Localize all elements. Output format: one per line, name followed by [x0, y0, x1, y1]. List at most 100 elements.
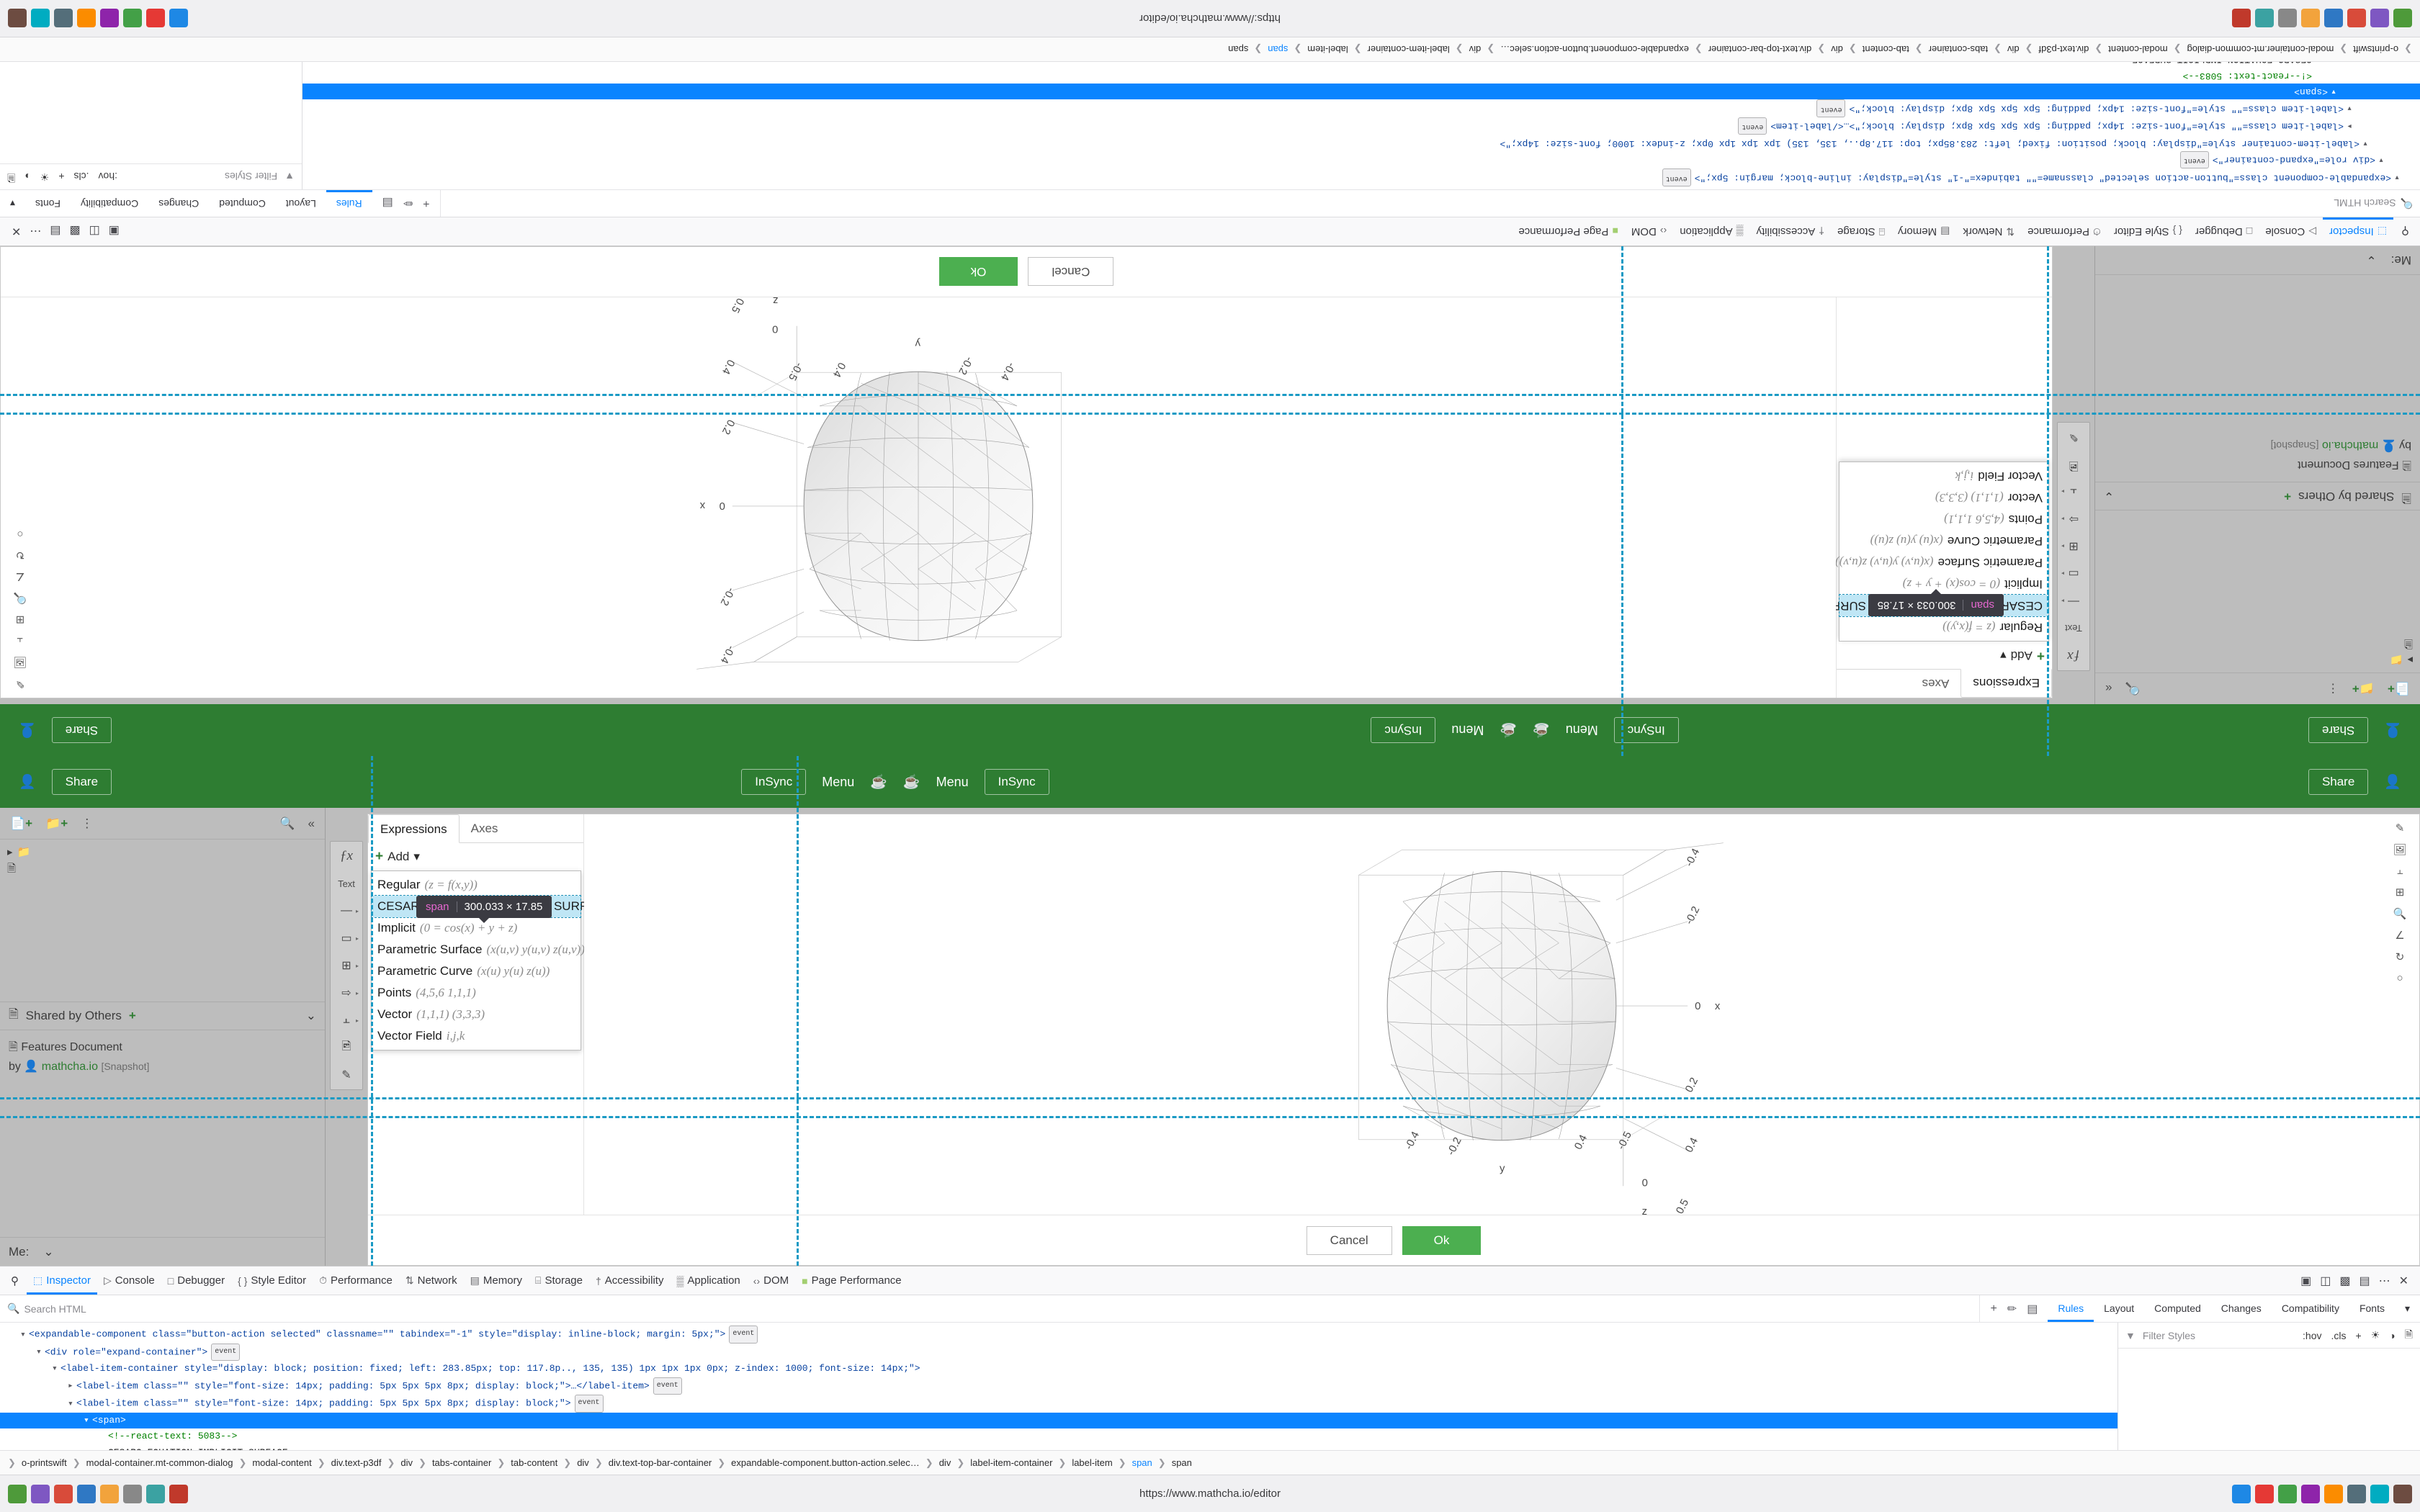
- breadcrumb-item[interactable]: o-printswift: [2353, 44, 2399, 55]
- angle-icon[interactable]: ∠: [2395, 930, 2405, 942]
- search-html-field[interactable]: 🔍 Search HTML: [0, 1295, 1981, 1322]
- extension-icon-10[interactable]: [2255, 1484, 2274, 1503]
- devtools-tab-style-editor[interactable]: { } Style Editor: [231, 1267, 313, 1295]
- expression-type-option[interactable]: Vector Field i,j,k: [1839, 465, 2048, 487]
- devtools-tab-application[interactable]: ▒ Application: [670, 1267, 746, 1295]
- shared-by-others-header[interactable]: 🗎 Shared by Others + ⌄: [0, 1001, 325, 1030]
- markup-line[interactable]: ▸<label-item class="" style="font-size: …: [0, 1377, 2118, 1395]
- style-tab-layout[interactable]: Layout: [285, 198, 316, 210]
- rectangle-tool-icon[interactable]: ▭ ▸: [2061, 567, 2079, 580]
- markup-line[interactable]: ▾<span>: [302, 84, 2420, 100]
- hov-toggle[interactable]: :hov: [98, 171, 117, 183]
- breadcrumb-item[interactable]: label-item-container: [970, 1457, 1053, 1468]
- extension-icon-9[interactable]: [2232, 1484, 2251, 1503]
- devtools-tab-network[interactable]: ⇅ Network: [399, 1267, 464, 1295]
- collapse-all-icon[interactable]: «: [308, 816, 315, 830]
- extension-icon-5[interactable]: [2301, 9, 2320, 28]
- expression-type-option[interactable]: Implicit(0 = cos(x) + y + z): [372, 917, 581, 939]
- devtools-tab-accessibility[interactable]: † Accessibility: [1750, 218, 1831, 246]
- extension-icon-7[interactable]: [146, 1484, 165, 1503]
- expression-type-option[interactable]: Parametric Surface(x(u,v) y(u,v) z(u,v)): [1835, 552, 2048, 573]
- menu-button[interactable]: Menu: [1565, 723, 1598, 738]
- responsive-design-icon[interactable]: ▣: [108, 225, 120, 238]
- extension-icon-6[interactable]: [123, 1484, 142, 1503]
- reset-icon[interactable]: ○: [2396, 972, 2403, 984]
- axes-icon[interactable]: ⫠: [2396, 865, 2403, 877]
- markup-twisty-icon[interactable]: ▾: [52, 1363, 58, 1374]
- expression-type-option[interactable]: Vector Field i,j,k: [372, 1025, 581, 1047]
- kebab-menu-icon[interactable]: ⋮: [2326, 682, 2339, 696]
- breadcrumb-item[interactable]: label-item-container: [1367, 44, 1450, 55]
- share-button-2[interactable]: Share: [51, 717, 112, 743]
- new-folder-icon[interactable]: 📁+: [2352, 682, 2375, 696]
- pencil-icon[interactable]: ✎: [15, 678, 25, 690]
- markup-twisty-icon[interactable]: ▾: [36, 1346, 42, 1358]
- dock-bottom-icon[interactable]: ▩: [69, 225, 81, 238]
- tree-node-document[interactable]: 🗎: [7, 860, 318, 881]
- add-shared-icon[interactable]: +: [128, 1008, 136, 1022]
- me-section-header[interactable]: Me: ⌄: [2095, 246, 2420, 275]
- image-tool-icon[interactable]: 🖻: [2069, 459, 2079, 472]
- formula-fx-icon[interactable]: ƒx: [2067, 649, 2080, 664]
- devtools-tab-storage[interactable]: ⌸ Storage: [529, 1267, 589, 1295]
- extension-icon-6[interactable]: [2278, 9, 2297, 28]
- expand-pane-icon[interactable]: ▤: [382, 197, 393, 210]
- split-console-icon[interactable]: ◫: [2320, 1274, 2331, 1287]
- event-badge[interactable]: event: [574, 1395, 604, 1413]
- devtools-tab-inspector[interactable]: ⬚ Inspector: [27, 1267, 97, 1295]
- angle-icon[interactable]: ∠: [15, 570, 25, 582]
- markup-twisty-icon[interactable]: ▾: [2331, 86, 2336, 98]
- extension-icon-14[interactable]: [54, 9, 73, 28]
- responsive-design-icon[interactable]: ▣: [2300, 1274, 2312, 1287]
- chevron-right-icon[interactable]: ▸: [7, 846, 13, 858]
- expand-pane-icon[interactable]: ▤: [2027, 1302, 2038, 1315]
- axes-tool-icon[interactable]: ⫠ ▸: [343, 1014, 359, 1026]
- expression-type-option[interactable]: Parametric Curve (x(u) y(u) z(u)): [372, 960, 581, 982]
- extension-icon-8[interactable]: [169, 1484, 188, 1503]
- add-rule-icon[interactable]: +: [2355, 1329, 2362, 1341]
- style-tab-computed[interactable]: Computed: [2154, 1302, 2201, 1314]
- extension-icon-13[interactable]: [2324, 1484, 2343, 1503]
- tab-expressions[interactable]: Expressions: [1960, 669, 2052, 698]
- markup-twisty-icon[interactable]: ▾: [68, 1398, 73, 1409]
- screenshot-icon[interactable]: 🖼: [13, 656, 27, 668]
- rotate-icon[interactable]: ↻: [15, 549, 25, 561]
- style-tab-computed[interactable]: Computed: [219, 198, 266, 210]
- dock-side-icon[interactable]: ▤: [50, 225, 61, 238]
- style-tabs-overflow-icon[interactable]: ▾: [10, 198, 16, 210]
- tab-axes[interactable]: Axes: [470, 822, 498, 835]
- hamburger-menu-icon[interactable]: [8, 9, 27, 28]
- extension-icon-4[interactable]: [2324, 9, 2343, 28]
- markup-twisty-icon[interactable]: ▸: [68, 1380, 73, 1392]
- me-section-header[interactable]: Me: ⌄: [0, 1237, 325, 1266]
- eyedropper-icon[interactable]: ✏: [2007, 1302, 2017, 1315]
- insync-button-2[interactable]: InSync: [1371, 717, 1436, 743]
- hov-toggle[interactable]: :hov: [2303, 1329, 2322, 1341]
- meatball-menu-icon[interactable]: ⋯: [2378, 1274, 2390, 1287]
- event-badge[interactable]: event: [653, 1377, 682, 1395]
- reset-icon[interactable]: ○: [17, 528, 24, 540]
- collapse-chevron-icon[interactable]: ⌄: [2104, 490, 2115, 504]
- breadcrumb-item[interactable]: div: [400, 1457, 413, 1468]
- plot-canvas[interactable]: 0 x -0.2 -0.4 0.2 0.4 y -0.4 -0.2 0.4 -0…: [584, 814, 2419, 1215]
- breadcrumb-item[interactable]: modal-content: [2108, 44, 2168, 55]
- breadcrumb-item[interactable]: label-item: [1307, 44, 1348, 55]
- add-expression-button[interactable]: + Add ▾: [1837, 643, 2052, 669]
- devtools-tab-debugger[interactable]: □ Debugger: [161, 1267, 231, 1295]
- split-console-icon[interactable]: ◫: [89, 225, 100, 238]
- markup-line[interactable]: ▾<expandable-component class="button-act…: [0, 1326, 2118, 1344]
- add-node-icon[interactable]: +: [1990, 1302, 1997, 1315]
- user-avatar-icon-2[interactable]: 👤: [2384, 775, 2401, 790]
- coffee-cup-icon[interactable]: ☕: [870, 775, 887, 790]
- style-tab-rules[interactable]: Rules: [326, 190, 372, 217]
- coffee-cup-icon-2[interactable]: ☕: [1500, 722, 1518, 737]
- arrow-tool-icon[interactable]: ⇨ ▸: [2061, 513, 2079, 525]
- style-tab-changes[interactable]: Changes: [2220, 1302, 2262, 1314]
- menu-button[interactable]: Menu: [822, 774, 855, 789]
- menu-button-2[interactable]: Menu: [936, 774, 969, 789]
- expression-type-option[interactable]: Points (4,5,6 1,1,1): [1839, 508, 2048, 530]
- rotate-icon[interactable]: ↻: [2395, 951, 2405, 963]
- close-icon[interactable]: ✕: [12, 225, 22, 238]
- filter-styles-placeholder[interactable]: Filter Styles: [2142, 1329, 2195, 1341]
- shared-doc-author[interactable]: mathcha.io: [41, 1061, 98, 1073]
